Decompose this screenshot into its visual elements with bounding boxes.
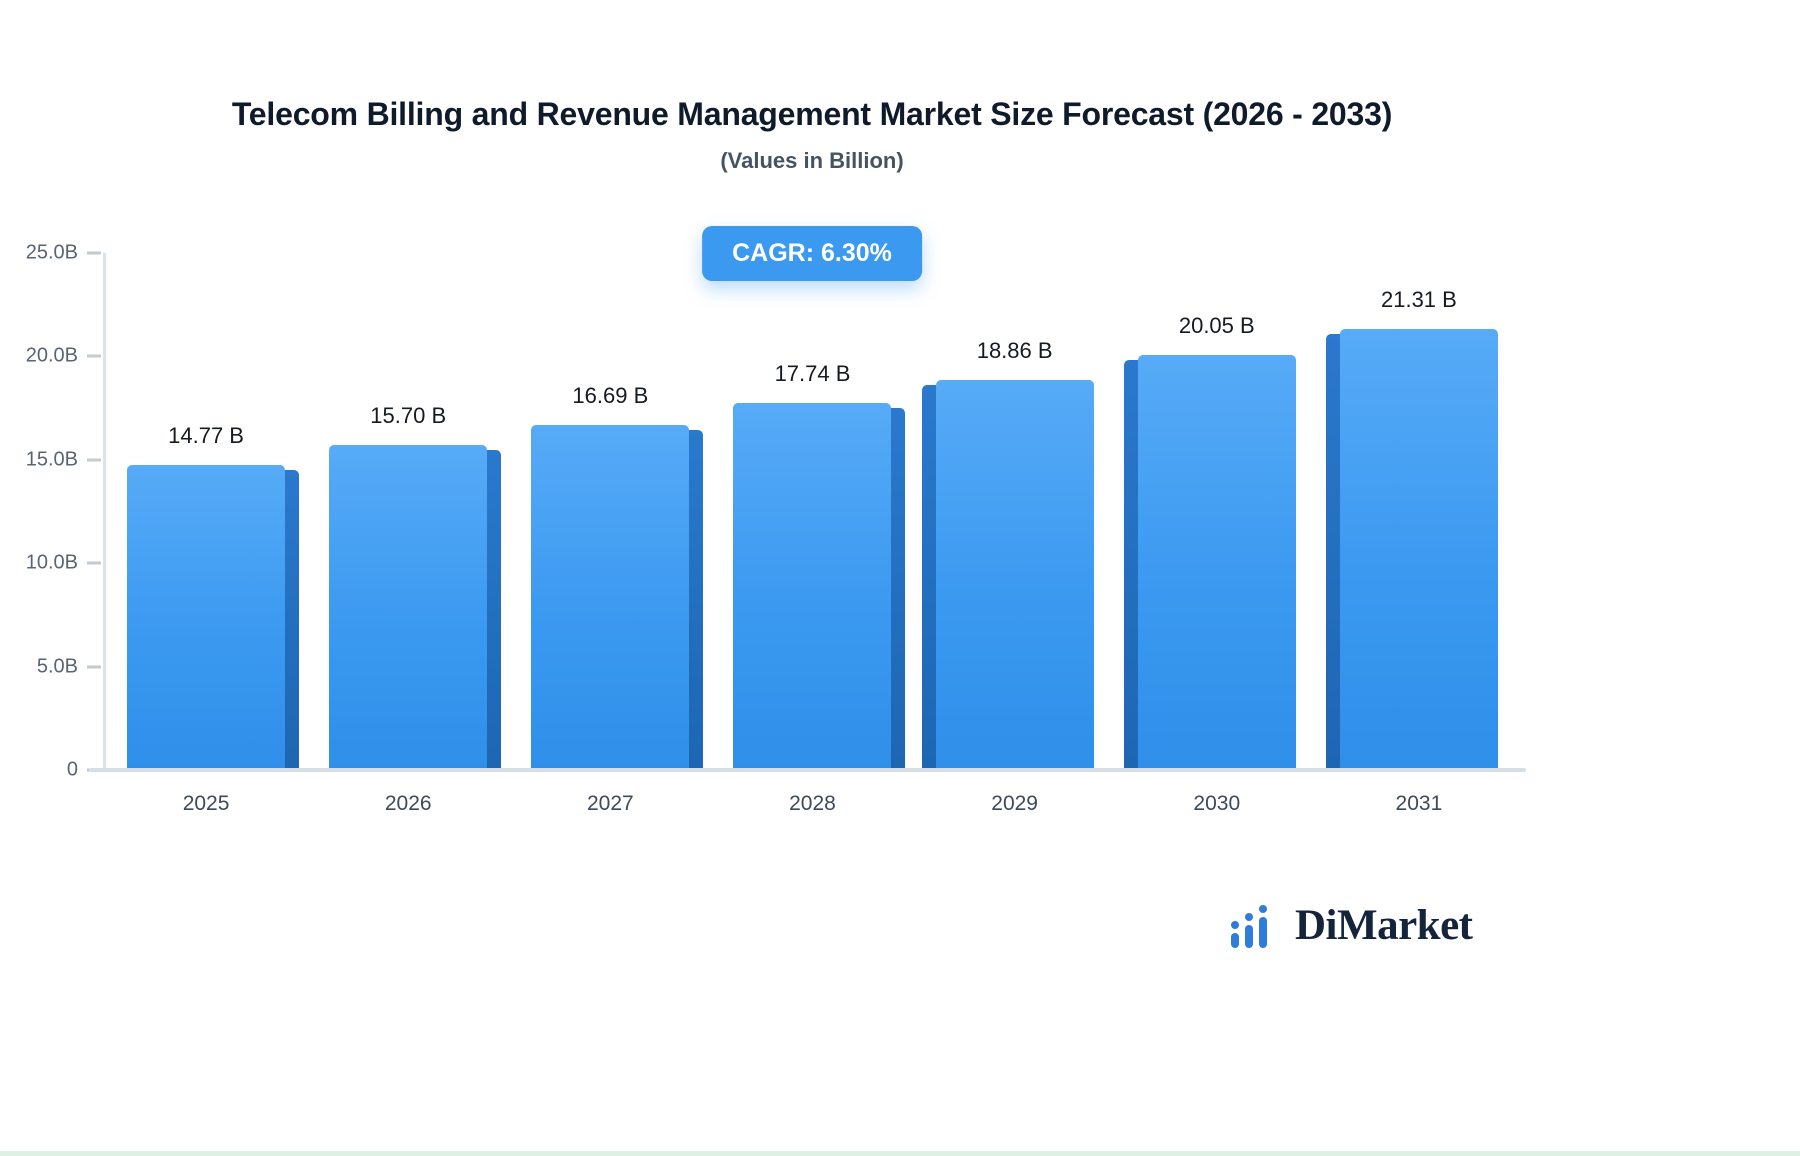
bar-group-2029: 18.86 B 2029: [914, 253, 1116, 815]
y-tick-label: 0: [66, 758, 78, 781]
bar-2031: [1325, 329, 1498, 770]
y-tick-mark: [87, 458, 101, 462]
bar-2027: [531, 424, 704, 771]
bar-value-label: 17.74 B: [774, 361, 851, 387]
x-axis-label: 2025: [182, 792, 230, 815]
bar-group-2028: 17.74 B 2028: [711, 253, 913, 815]
bar-value-label: 18.86 B: [976, 337, 1053, 363]
y-tick: 10.0B: [26, 552, 101, 575]
cagr-badge: CAGR: 6.30%: [702, 226, 922, 281]
bar-group-2027: 16.69 B 2027: [509, 253, 711, 815]
y-tick-label: 10.0B: [25, 551, 78, 574]
x-axis-label: 2030: [1193, 792, 1241, 815]
y-tick-mark: [87, 561, 101, 565]
y-tick-mark: [87, 665, 101, 669]
y-tick: 20.0B: [26, 345, 101, 368]
x-axis-line: [89, 768, 1526, 772]
x-axis-label: 2026: [384, 792, 432, 815]
x-axis-label: 2029: [991, 792, 1038, 815]
bars-container: 14.77 B 2025 15.70 B 2026 16.69 B 2027 17.74 B…: [105, 253, 1520, 815]
y-tick: 25.0B: [26, 242, 101, 265]
y-tick-label: 5.0B: [36, 655, 78, 678]
bar-2029: [921, 379, 1094, 771]
bar-group-2026: 15.70 B 2026: [307, 253, 509, 815]
y-axis-line: [103, 253, 106, 770]
y-tick-label: 25.0B: [25, 241, 78, 264]
chart-subtitle: (Values in Billion): [720, 148, 904, 173]
bar-group-2031: 21.31 B 2031: [1318, 253, 1520, 815]
bar-value-label: 14.77 B: [168, 422, 244, 448]
y-axis: 25.0B 20.0B 15.0B 10.0B 5.0B 0: [0, 242, 105, 781]
bar-value-label: 15.70 B: [370, 403, 447, 429]
y-tick-mark: [87, 354, 101, 358]
bar-value-label: 16.69 B: [572, 382, 649, 408]
bar-group-2025: 14.77 B 2025: [105, 253, 307, 815]
brand-wordmark: DiMarket: [1295, 901, 1473, 949]
bar-2026: [329, 445, 502, 770]
bar-2025: [127, 464, 300, 771]
y-tick: 5.0B: [37, 655, 101, 678]
plot-area: 25.0B 20.0B 15.0B 10.0B 5.0B 0 14.77 B 2025 15.…: [26, 242, 1526, 815]
bar-group-2030: 20.05 B 2030: [1116, 253, 1318, 815]
x-axis-label: 2028: [789, 792, 836, 815]
x-axis-label: 2027: [586, 792, 634, 815]
bar-2030: [1123, 355, 1296, 770]
y-tick-label: 15.0B: [25, 448, 78, 471]
y-tick-mark: [87, 251, 101, 255]
bar-value-label: 20.05 B: [1178, 313, 1255, 339]
bottom-accent-bar: [0, 1151, 1800, 1156]
bar-value-label: 21.31 B: [1380, 287, 1457, 313]
y-tick-label: 20.0B: [25, 344, 78, 367]
x-axis-label: 2031: [1395, 792, 1443, 815]
dimarket-logo: DiMarket: [1228, 900, 1473, 950]
bar-2028: [733, 403, 906, 770]
bar-chart-logo-icon: [1228, 900, 1282, 950]
y-tick: 15.0B: [26, 448, 101, 471]
chart-title: Telecom Billing and Revenue Management M…: [231, 96, 1393, 132]
